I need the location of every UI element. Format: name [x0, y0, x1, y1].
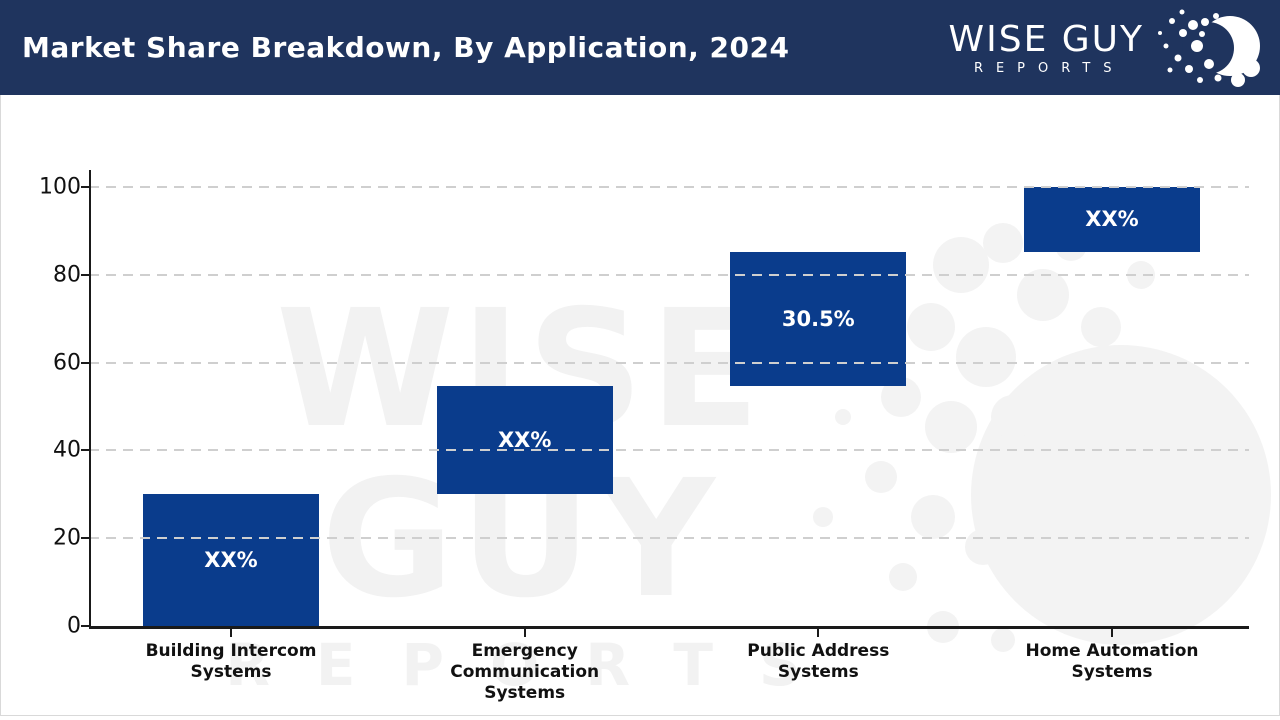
x-axis-tick [817, 629, 820, 637]
x-axis-tick [523, 629, 526, 637]
y-axis-tick [81, 273, 89, 276]
bar-2 [436, 385, 613, 495]
logo-head-icon [1158, 9, 1260, 87]
x-axis-category-label: Home Automation Systems [1025, 641, 1199, 682]
y-axis-tick [81, 186, 89, 188]
y-axis-tick-label: 20 [53, 525, 81, 551]
bar-value-label: XX% [497, 428, 552, 453]
gridline-100 [89, 186, 1249, 188]
bar-1 [143, 494, 319, 626]
y-axis-tick [81, 361, 89, 364]
y-axis-tick-label: 80 [53, 262, 81, 288]
logo-wordmark: WISE GUY [948, 18, 1144, 60]
y-axis-tick-label: 100 [39, 174, 81, 200]
x-axis-line [89, 626, 1249, 629]
chart-canvas: WISE GUY REPORTS 0 20 40 60 80 100 XX% Building… [0, 95, 1280, 716]
gridline-20 [89, 537, 1249, 540]
chart-title: Market Share Breakdown, By Application, … [22, 31, 790, 64]
x-axis-category-label: Building Intercom Systems [145, 641, 317, 682]
x-axis-tick [230, 629, 232, 637]
x-axis-category-label: Public Address Systems [747, 641, 890, 682]
gridline-60 [89, 361, 1249, 364]
bar-value-label: XX% [1085, 207, 1139, 232]
y-axis-tick-label: 40 [53, 437, 81, 463]
logo-subtitle: REPORTS [973, 60, 1125, 76]
wise-guy-reports-logo: WISE GUY REPORTS [949, 6, 1267, 90]
y-axis-tick [81, 449, 89, 452]
y-axis-tick [81, 625, 89, 627]
x-axis-category-label: Emergency Communication Systems [450, 641, 600, 703]
header-bar: Market Share Breakdown, By Application, … [0, 0, 1280, 95]
y-axis-tick [81, 537, 89, 540]
logo-text: WISE GUY REPORTS [948, 18, 1145, 76]
bar-value-label: 30.5% [781, 306, 855, 331]
gridline-80 [89, 273, 1249, 276]
y-axis-tick-label: 0 [67, 613, 81, 639]
gridline-40 [89, 449, 1249, 452]
y-axis-tick-label: 60 [53, 350, 81, 376]
bar-value-label: XX% [204, 548, 258, 573]
x-axis-tick [1111, 629, 1113, 637]
y-axis-line [89, 170, 91, 628]
